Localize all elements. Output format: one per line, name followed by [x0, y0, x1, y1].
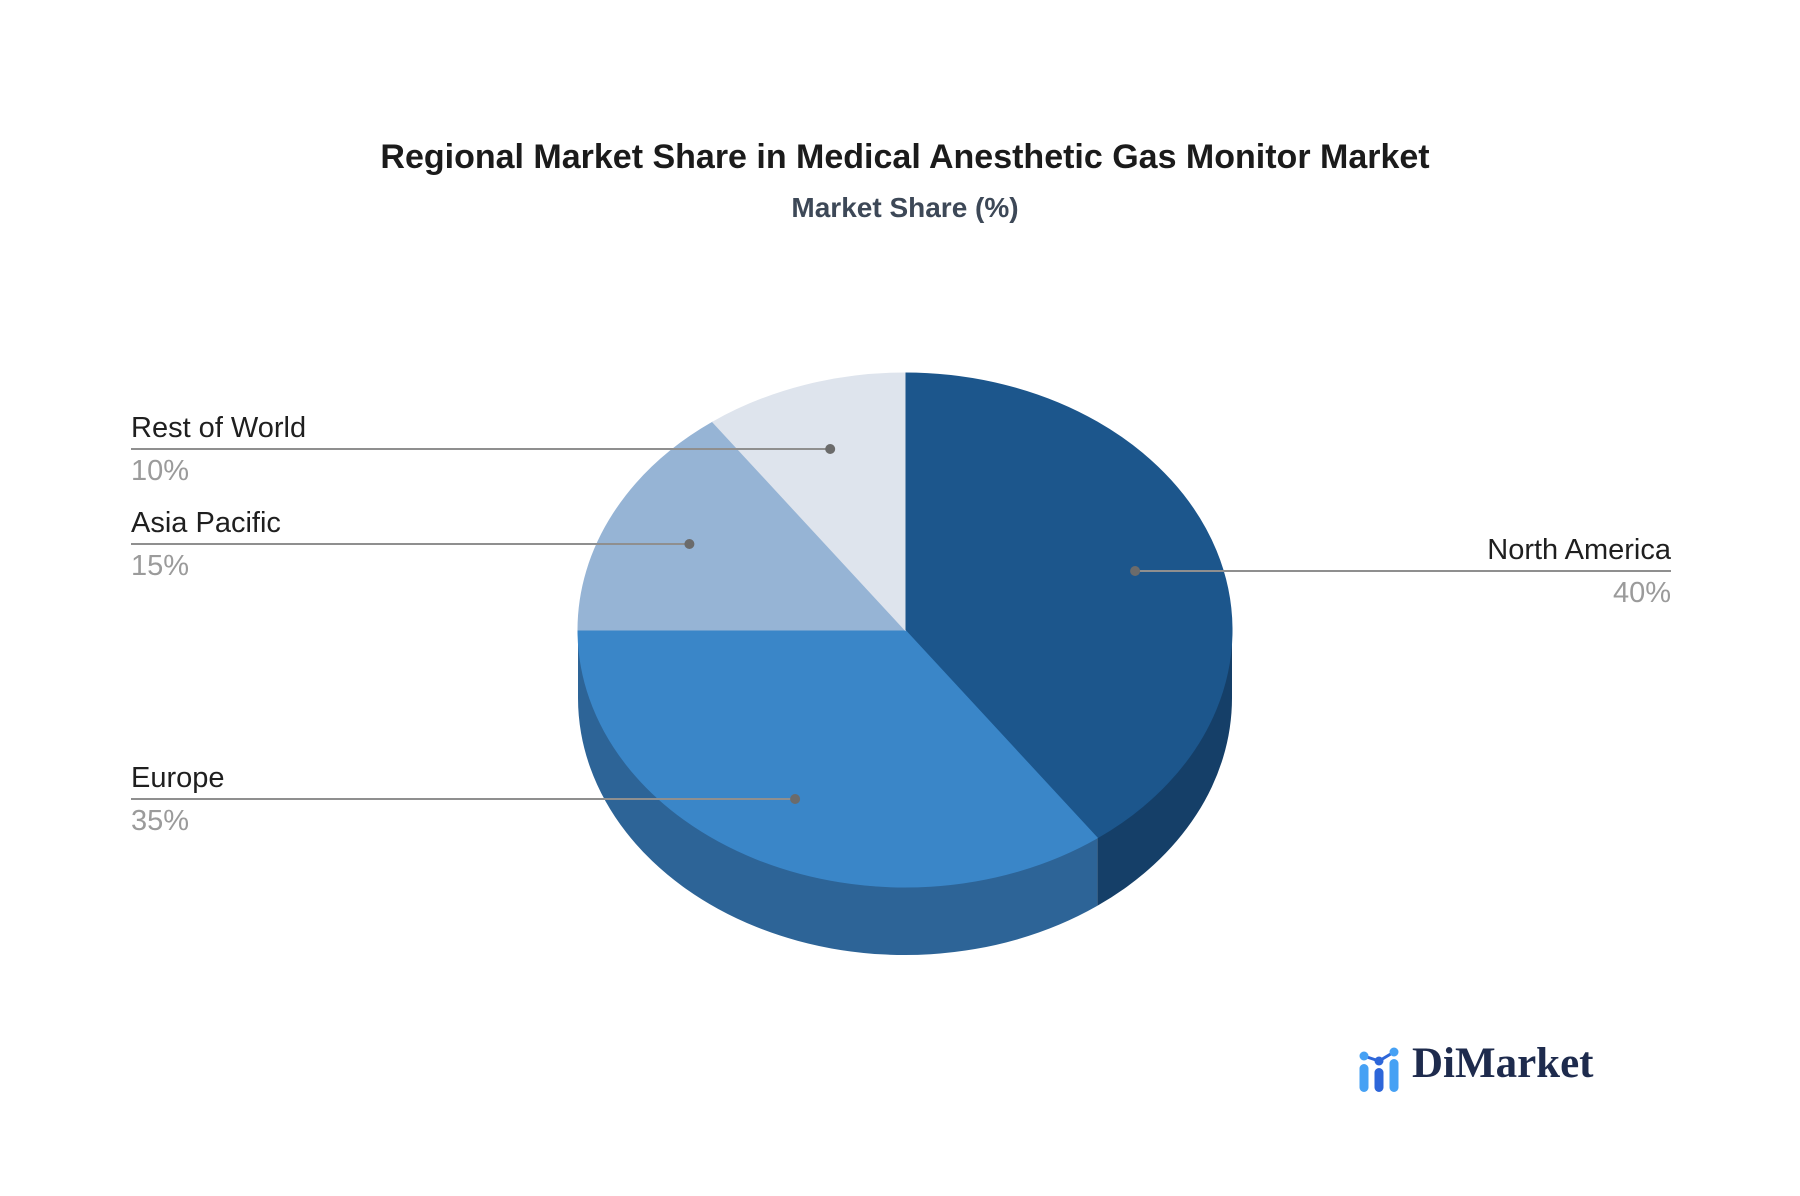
- pie-slice-europe[interactable]: [577, 629, 1099, 888]
- pie-wall-north-america: [1097, 630, 1232, 906]
- pie-wall-europe: [578, 630, 1098, 956]
- slice-value-europe: 35%: [131, 805, 190, 837]
- dimarket-logo-text: DiMarket: [1412, 1040, 1594, 1087]
- chart-title: Regional Market Share in Medical Anesthe…: [380, 138, 1430, 176]
- leader-dot-north-america: [1130, 566, 1141, 576]
- dimarket-logo[interactable]: DiMarket: [1356, 1040, 1594, 1096]
- slice-value-rest-of-world: 10%: [131, 455, 190, 487]
- leader-dot-europe: [790, 794, 801, 804]
- pie-slice-north-america[interactable]: [904, 372, 1233, 839]
- slice-label-rest-of-world: Rest of World: [131, 412, 307, 444]
- pie-slice-rest-of-world[interactable]: [711, 372, 906, 632]
- pie-3d-walls: [578, 630, 1232, 956]
- slice-label-europe: Europe: [131, 762, 225, 794]
- leader-dot-rest-of-world: [825, 444, 836, 454]
- chart-subtitle: Market Share (%): [791, 192, 1019, 223]
- pie-slices: [577, 372, 1233, 888]
- slice-value-north-america: 40%: [1612, 577, 1671, 609]
- pie-slice-asia-pacific[interactable]: [577, 421, 907, 631]
- bar-line-chart-icon: [1359, 1047, 1399, 1092]
- slice-label-asia-pacific: Asia Pacific: [131, 507, 281, 539]
- leader-dot-asia-pacific: [684, 539, 695, 549]
- slice-label-north-america: North America: [1487, 534, 1671, 566]
- leader-lines: [131, 444, 1671, 804]
- slice-value-asia-pacific: 15%: [131, 550, 190, 582]
